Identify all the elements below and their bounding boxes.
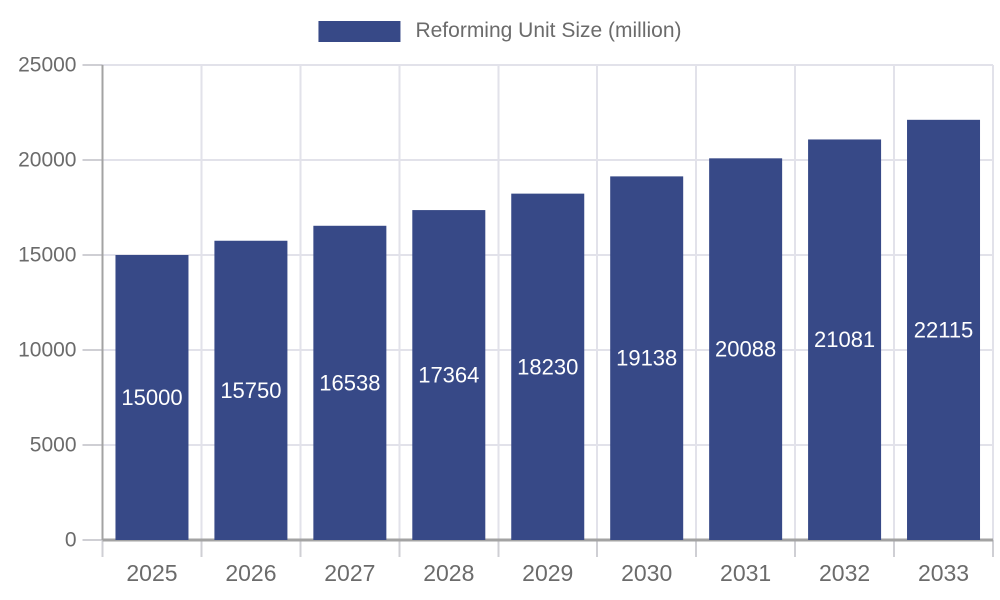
bar-value-label: 18230 xyxy=(517,354,578,379)
y-tick-label: 0 xyxy=(65,529,77,552)
bar xyxy=(907,119,981,540)
y-tick-label: 20000 xyxy=(18,149,76,172)
x-tick-label: 2031 xyxy=(720,560,771,586)
x-tick-label: 2029 xyxy=(522,560,573,586)
bar xyxy=(610,176,684,541)
legend-label: Reforming Unit Size (million) xyxy=(415,19,682,42)
bar-value-label: 15750 xyxy=(220,378,281,403)
bar xyxy=(511,193,585,540)
x-tick-label: 2032 xyxy=(819,560,870,586)
bar xyxy=(808,139,882,540)
legend-swatch xyxy=(318,20,401,42)
bar-value-label: 15000 xyxy=(121,385,182,410)
bar-value-label: 17364 xyxy=(418,363,479,388)
bar xyxy=(709,158,783,540)
bar xyxy=(313,225,387,540)
bar-value-label: 19138 xyxy=(616,346,677,371)
x-tick-label: 2025 xyxy=(126,560,177,586)
y-tick-label: 25000 xyxy=(18,54,76,77)
bar xyxy=(115,255,189,540)
y-tick-label: 5000 xyxy=(30,434,77,457)
bar-value-label: 20088 xyxy=(715,337,776,362)
bar-value-label: 21081 xyxy=(814,327,875,352)
x-tick-label: 2026 xyxy=(225,560,276,586)
bar xyxy=(214,240,288,540)
y-tick-label: 10000 xyxy=(18,339,76,362)
x-tick-label: 2028 xyxy=(423,560,474,586)
legend: Reforming Unit Size (million) xyxy=(318,14,682,48)
bar xyxy=(412,210,486,541)
bar-value-label: 16538 xyxy=(319,370,380,395)
x-tick-label: 2033 xyxy=(918,560,969,586)
x-tick-label: 2027 xyxy=(324,560,375,586)
y-tick-label: 15000 xyxy=(18,244,76,267)
bar-value-label: 22115 xyxy=(914,317,974,342)
x-tick-label: 2030 xyxy=(621,560,672,586)
